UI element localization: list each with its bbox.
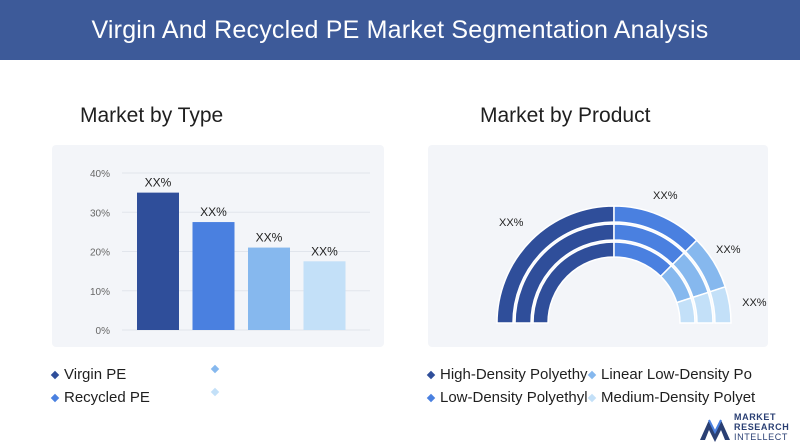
donut-data-label: XX% <box>716 244 741 256</box>
donut-data-label: XX% <box>653 190 678 202</box>
legend-diamond-icon <box>426 370 436 379</box>
legend-item-recycled-pe: Recycled PE <box>50 389 150 406</box>
y-tick-label: 20% <box>90 248 110 259</box>
y-tick-label: 0% <box>96 326 111 337</box>
page-title: Virgin And Recycled PE Market Segmentati… <box>91 15 709 44</box>
bar <box>303 261 346 330</box>
donut-slice <box>691 291 714 324</box>
legend-diamond-icon <box>587 370 597 379</box>
bar-chart: 0% 10% 20% 30% 40% XX% XX% XX% XX% <box>90 169 370 337</box>
donut-slice <box>709 285 732 324</box>
logo-mark-icon <box>700 419 730 442</box>
legend-diamond-icon <box>587 393 597 402</box>
legend-diamond-icon <box>210 364 220 374</box>
bar-data-label: XX% <box>256 231 283 245</box>
donut-chart: XX% XX% XX% XX% <box>496 190 767 324</box>
legend-label: Recycled PE <box>64 389 150 406</box>
legend-diamond-icon <box>50 370 60 379</box>
y-tick-label: 10% <box>90 287 110 298</box>
header-banner: Virgin And Recycled PE Market Segmentati… <box>0 0 800 60</box>
type-chart-title: Market by Type <box>80 104 224 127</box>
bar-data-label: XX% <box>311 244 338 258</box>
legend-label: Medium-Density Polyet <box>601 389 756 406</box>
donut-slice <box>675 297 696 324</box>
legend-item-virgin-pe: Virgin PE <box>50 366 126 383</box>
y-tick-label: 40% <box>90 169 110 180</box>
logo-text: MARKET RESEARCH INTELLECT <box>734 412 790 442</box>
legend-item-ldpe: Low-Density Polyethyl <box>426 389 588 406</box>
legend-item-4 <box>210 387 224 397</box>
legend-item-mdpe: Medium-Density Polyet <box>587 389 755 406</box>
bar <box>192 222 235 330</box>
legend-label: Low-Density Polyethyl <box>440 389 588 406</box>
legend-diamond-icon <box>210 387 220 397</box>
type-chart-card: 0% 10% 20% 30% 40% XX% XX% XX% XX% <box>52 145 384 347</box>
legend-diamond-icon <box>426 393 436 402</box>
legend-item-hdpe: High-Density Polyethy <box>426 366 588 383</box>
legend-diamond-icon <box>50 393 60 402</box>
legend-label: Virgin PE <box>64 366 127 383</box>
donut-data-label: XX% <box>742 297 767 309</box>
product-chart-card: XX% XX% XX% XX% <box>428 145 768 347</box>
y-tick-label: 30% <box>90 208 110 219</box>
bar-data-label: XX% <box>145 176 172 190</box>
legend-item-2 <box>210 364 224 374</box>
bar-data-label: XX% <box>200 205 227 219</box>
market-research-intellect-logo: MARKET RESEARCH INTELLECT <box>698 410 794 444</box>
bar <box>248 247 290 330</box>
product-chart-title: Market by Product <box>480 104 651 127</box>
bar <box>137 192 179 330</box>
legend-label: Linear Low-Density Po <box>601 366 752 383</box>
legend-item-lldpe: Linear Low-Density Po <box>587 366 752 383</box>
legend-label: High-Density Polyethy <box>440 366 588 383</box>
donut-data-label: XX% <box>499 217 524 229</box>
